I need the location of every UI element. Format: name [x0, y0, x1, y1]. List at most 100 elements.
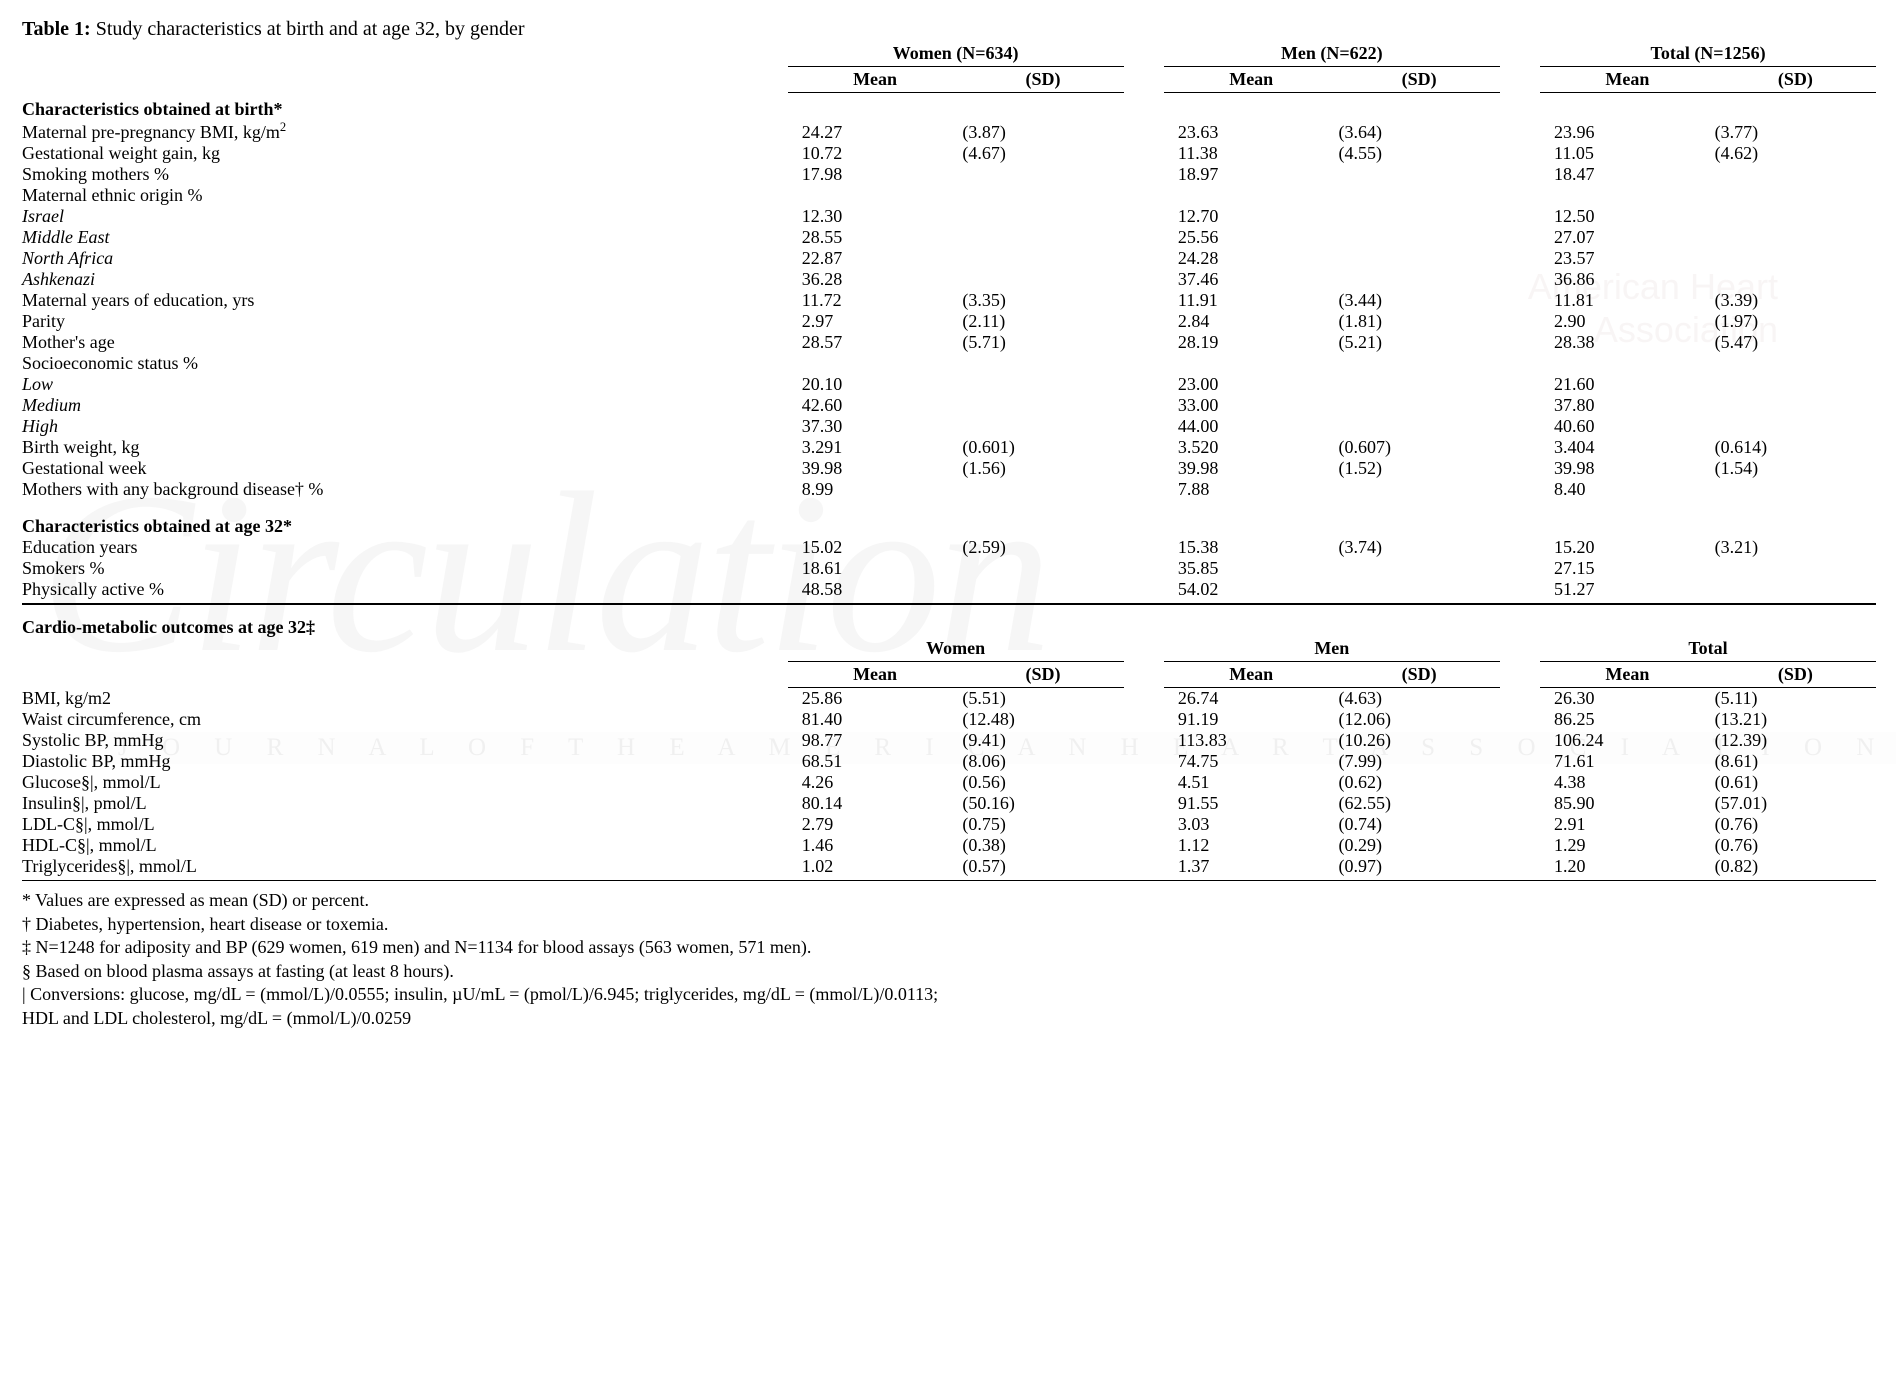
table-row: Waist circumference, cm81.40(12.48)91.19… — [22, 709, 1876, 730]
cell-mean: 15.20 — [1540, 537, 1715, 558]
cell-sd: (0.56) — [962, 772, 1123, 793]
cell-mean: 113.83 — [1164, 730, 1339, 751]
cell-mean: 28.19 — [1164, 332, 1339, 353]
cell-mean: 27.15 — [1540, 558, 1715, 579]
cell-sd — [1339, 416, 1500, 437]
row-label: Ashkenazi — [22, 269, 788, 290]
footnote: HDL and LDL cholesterol, mg/dL = (mmol/L… — [22, 1007, 1876, 1030]
cell-sd — [1339, 206, 1500, 227]
cell-sd: (1.54) — [1715, 458, 1876, 479]
cell-sd — [1715, 269, 1876, 290]
cell-mean: 39.98 — [1540, 458, 1715, 479]
cell-mean: 86.25 — [1540, 709, 1715, 730]
cell-sd: (3.44) — [1339, 290, 1500, 311]
table-row: Triglycerides§|, mmol/L1.02(0.57)1.37(0.… — [22, 856, 1876, 877]
cell-mean: 26.74 — [1164, 688, 1339, 710]
cell-sd — [1715, 227, 1876, 248]
cell-sd — [1339, 579, 1500, 600]
cell-sd: (8.06) — [962, 751, 1123, 772]
row-label: Birth weight, kg — [22, 437, 788, 458]
cell-sd — [1339, 164, 1500, 185]
col-sd: (SD) — [1339, 67, 1500, 93]
cell-mean: 37.46 — [1164, 269, 1339, 290]
cell-mean: 98.77 — [788, 730, 963, 751]
cell-mean: 18.61 — [788, 558, 963, 579]
col-mean: Mean — [788, 67, 963, 93]
sub-header-row: Mean (SD) Mean (SD) Mean (SD) — [22, 67, 1876, 93]
cell-sd: (0.61) — [1715, 772, 1876, 793]
col-mean: Mean — [1540, 67, 1715, 93]
table-row: Maternal years of education, yrs11.72(3.… — [22, 290, 1876, 311]
cell-sd — [962, 227, 1123, 248]
table-number: Table 1: — [22, 18, 91, 40]
cell-mean: 91.55 — [1164, 793, 1339, 814]
cell-sd: (5.11) — [1715, 688, 1876, 710]
cell-mean: 3.404 — [1540, 437, 1715, 458]
table-row: Diastolic BP, mmHg68.51(8.06)74.75(7.99)… — [22, 751, 1876, 772]
cell-mean: 1.20 — [1540, 856, 1715, 877]
cell-sd — [1715, 206, 1876, 227]
cell-mean: 8.99 — [788, 479, 963, 500]
sub-header-row-2: Mean (SD) Mean (SD) Mean (SD) — [22, 662, 1876, 688]
table-row: Low20.1023.0021.60 — [22, 374, 1876, 395]
cell-sd: (5.21) — [1339, 332, 1500, 353]
table-row: Mother's age28.57(5.71)28.19(5.21)28.38(… — [22, 332, 1876, 353]
table-row: Physically active %48.5854.0251.27 — [22, 579, 1876, 600]
cell-mean: 23.57 — [1540, 248, 1715, 269]
col-sd: (SD) — [1715, 662, 1876, 688]
section-age32: Characteristics obtained at age 32* — [22, 510, 1876, 537]
cell-mean: 26.30 — [1540, 688, 1715, 710]
row-label: Education years — [22, 537, 788, 558]
cell-sd: (8.61) — [1715, 751, 1876, 772]
cell-sd — [1715, 558, 1876, 579]
cell-sd: (0.75) — [962, 814, 1123, 835]
cell-sd — [1339, 269, 1500, 290]
cell-mean: 39.98 — [1164, 458, 1339, 479]
cell-sd: (4.63) — [1339, 688, 1500, 710]
cell-mean: 68.51 — [788, 751, 963, 772]
row-label: Systolic BP, mmHg — [22, 730, 788, 751]
table-container: Table 1: Study characteristics at birth … — [22, 18, 1876, 1029]
cell-mean: 37.30 — [788, 416, 963, 437]
cell-mean: 7.88 — [1164, 479, 1339, 500]
cell-sd: (12.48) — [962, 709, 1123, 730]
cell-sd — [962, 353, 1123, 374]
cell-sd — [1339, 558, 1500, 579]
cell-mean: 39.98 — [788, 458, 963, 479]
cell-sd: (13.21) — [1715, 709, 1876, 730]
cell-sd — [1339, 395, 1500, 416]
row-label: Parity — [22, 311, 788, 332]
cell-mean: 1.29 — [1540, 835, 1715, 856]
cell-sd — [962, 416, 1123, 437]
table-row: Smoking mothers %17.9818.9718.47 — [22, 164, 1876, 185]
cell-mean: 11.91 — [1164, 290, 1339, 311]
cell-mean: 71.61 — [1540, 751, 1715, 772]
row-label: North Africa — [22, 248, 788, 269]
cell-mean: 35.85 — [1164, 558, 1339, 579]
table-row: Systolic BP, mmHg98.77(9.41)113.83(10.26… — [22, 730, 1876, 751]
col-mean: Mean — [1540, 662, 1715, 688]
cell-sd — [1715, 395, 1876, 416]
cell-sd: (0.76) — [1715, 835, 1876, 856]
table-row: BMI, kg/m225.86(5.51)26.74(4.63)26.30(5.… — [22, 688, 1876, 710]
row-label: HDL-C§|, mmol/L — [22, 835, 788, 856]
cell-mean: 4.38 — [1540, 772, 1715, 793]
cell-mean: 18.97 — [1164, 164, 1339, 185]
cell-sd: (7.99) — [1339, 751, 1500, 772]
cell-sd: (2.11) — [962, 311, 1123, 332]
cell-mean: 2.79 — [788, 814, 963, 835]
cell-sd — [1715, 374, 1876, 395]
row-label: Gestational week — [22, 458, 788, 479]
cell-mean: 12.50 — [1540, 206, 1715, 227]
cell-mean — [1164, 353, 1339, 374]
cell-mean: 11.05 — [1540, 143, 1715, 164]
cell-mean: 4.51 — [1164, 772, 1339, 793]
cell-mean — [1540, 353, 1715, 374]
cell-sd: (3.35) — [962, 290, 1123, 311]
row-label: Triglycerides§|, mmol/L — [22, 856, 788, 877]
cell-mean: 23.00 — [1164, 374, 1339, 395]
row-label: Maternal years of education, yrs — [22, 290, 788, 311]
title-row: Table 1: Study characteristics at birth … — [22, 18, 1876, 43]
row-label: LDL-C§|, mmol/L — [22, 814, 788, 835]
cell-sd — [1339, 374, 1500, 395]
